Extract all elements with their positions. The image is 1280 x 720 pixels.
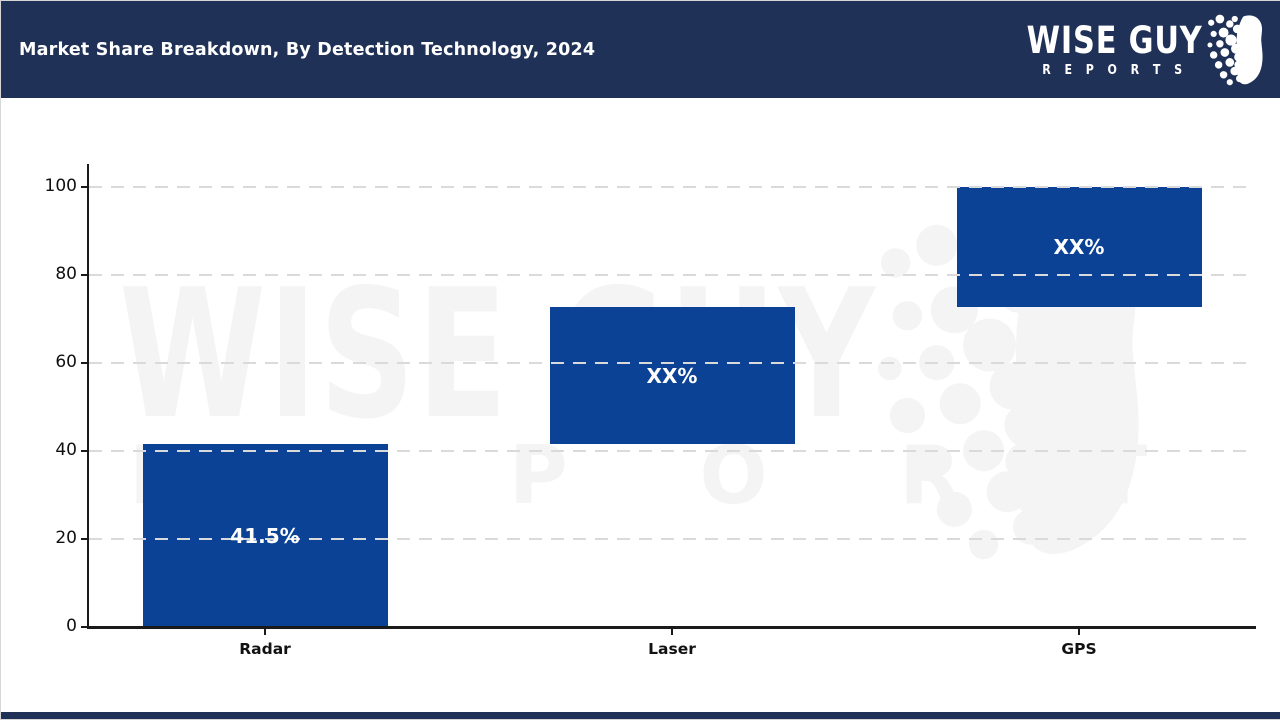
gridline-40 [89, 450, 1254, 452]
logo-wordmark: WISE GUY [1027, 18, 1203, 62]
x-tick-mark-gps [1078, 628, 1080, 635]
logo-subtitle: R E P O R T S [1042, 61, 1188, 78]
x-tick-mark-laser [671, 628, 673, 635]
y-tick-label-80: 80 [55, 264, 77, 284]
x-tick-label-gps: GPS [1061, 640, 1097, 658]
footer-bar [1, 712, 1280, 719]
x-tick-label-laser: Laser [648, 640, 696, 658]
bar-laser[interactable] [549, 307, 795, 445]
y-axis-line [87, 164, 89, 629]
chart-area: WISE GUY R E P O R T S 0 20 40 60 80 100 41.5%… [1, 98, 1280, 714]
y-tick-mark-20 [81, 538, 87, 540]
plot-area: 0 20 40 60 80 100 41.5% Radar XX% Laser XX% GPS [1, 98, 1280, 714]
y-tick-mark-80 [81, 274, 87, 276]
bar-radar[interactable] [142, 444, 388, 627]
gridline-20 [89, 538, 1254, 540]
bar-value-label-laser: XX% [646, 363, 698, 388]
bar-value-label-gps: XX% [1053, 235, 1105, 260]
gridline-60 [89, 362, 1254, 364]
y-tick-mark-100 [81, 186, 87, 188]
y-tick-mark-0 [81, 626, 87, 628]
x-tick-mark-radar [264, 628, 266, 635]
bar-value-label-radar: 41.5% [230, 523, 300, 548]
brand-logo: WISE GUY R E P O R T S [988, 8, 1267, 92]
y-tick-label-20: 20 [55, 528, 77, 548]
y-tick-mark-60 [81, 362, 87, 364]
y-tick-label-100: 100 [44, 176, 77, 196]
gridline-100 [89, 186, 1254, 188]
y-tick-label-0: 0 [66, 616, 77, 636]
y-tick-mark-40 [81, 450, 87, 452]
y-tick-label-60: 60 [55, 352, 77, 372]
gridline-80 [89, 274, 1254, 276]
y-tick-label-40: 40 [55, 440, 77, 460]
logo-face-icon [1205, 8, 1267, 92]
chart-title: Market Share Breakdown, By Detection Tec… [19, 39, 596, 60]
x-tick-label-radar: Radar [239, 640, 291, 658]
x-axis-line [87, 626, 1256, 629]
header: Market Share Breakdown, By Detection Tec… [1, 1, 1280, 98]
